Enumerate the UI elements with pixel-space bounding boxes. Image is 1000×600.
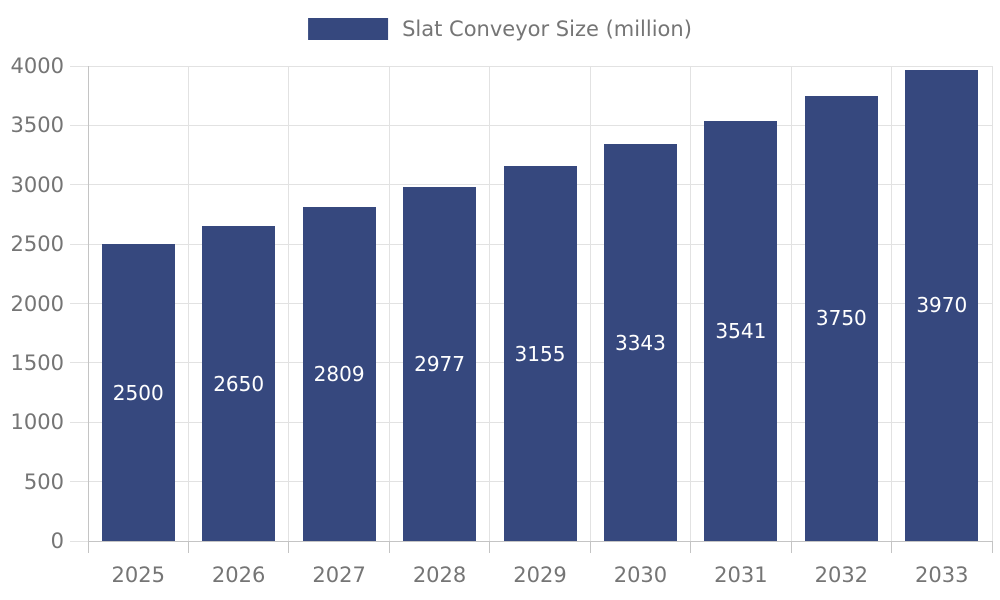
bar-value-label: 3541 xyxy=(715,318,767,343)
h-gridline xyxy=(88,540,992,542)
x-tick-label: 2032 xyxy=(814,563,869,587)
bar-2027 xyxy=(302,207,376,541)
x-axis-tick xyxy=(87,541,89,553)
bar-2026 xyxy=(202,226,276,541)
x-axis-tick xyxy=(991,541,993,553)
bar-value-label: 3155 xyxy=(514,341,566,366)
y-axis-tick xyxy=(70,481,88,483)
bar-value-label: 3970 xyxy=(916,293,968,318)
v-gridline xyxy=(891,66,893,541)
v-gridline xyxy=(991,66,993,541)
y-tick-label: 500 xyxy=(23,469,64,494)
bar-2031 xyxy=(704,120,778,541)
bar-2028 xyxy=(403,187,477,541)
x-tick-label: 2026 xyxy=(211,563,266,587)
v-gridline xyxy=(288,66,290,541)
h-gridline xyxy=(88,65,992,67)
bar-2030 xyxy=(603,144,677,541)
x-axis-tick xyxy=(489,541,491,553)
h-gridline xyxy=(88,124,992,126)
y-axis-tick xyxy=(70,184,88,186)
bar-2033 xyxy=(905,69,979,541)
bar-value-label: 2650 xyxy=(213,371,265,396)
v-gridline xyxy=(589,66,591,541)
y-axis-tick xyxy=(70,362,88,364)
bar-value-label: 2500 xyxy=(112,380,164,405)
y-tick-label: 3000 xyxy=(10,172,64,197)
x-axis-tick xyxy=(288,541,290,553)
y-axis-tick xyxy=(70,124,88,126)
v-gridline xyxy=(187,66,189,541)
x-tick-label: 2031 xyxy=(714,563,768,587)
y-tick-label: 0 xyxy=(50,529,64,553)
x-tick-label: 2025 xyxy=(111,563,165,587)
y-tick-label: 4000 xyxy=(10,54,64,78)
y-axis-tick xyxy=(70,303,88,304)
y-axis-tick xyxy=(70,540,88,542)
legend-item[interactable]: Slat Conveyor Size (million) xyxy=(308,17,692,41)
x-axis-tick xyxy=(388,541,390,553)
x-tick-label: 2027 xyxy=(312,563,366,587)
x-axis-tick xyxy=(690,541,692,553)
y-tick-label: 1500 xyxy=(10,350,64,375)
x-axis-tick xyxy=(891,541,893,553)
x-axis-tick xyxy=(187,541,189,553)
bar-2029 xyxy=(503,166,577,541)
bar-value-label: 3750 xyxy=(815,306,867,331)
x-tick-label: 2029 xyxy=(513,563,567,587)
legend-swatch xyxy=(308,18,389,40)
v-gridline xyxy=(690,66,692,541)
y-tick-label: 3500 xyxy=(10,113,64,138)
y-axis-tick xyxy=(70,421,88,423)
v-gridline xyxy=(87,66,89,541)
y-axis-tick xyxy=(70,243,88,245)
bar-value-label: 3343 xyxy=(614,330,666,355)
legend-label: Slat Conveyor Size (million) xyxy=(402,17,692,41)
bar-value-label: 2809 xyxy=(313,362,365,387)
y-tick-label: 2000 xyxy=(10,291,64,316)
x-tick-label: 2033 xyxy=(915,563,969,587)
bar-2032 xyxy=(804,95,878,541)
bar-value-label: 2977 xyxy=(414,352,465,377)
bar-2025 xyxy=(101,244,175,541)
y-tick-label: 1000 xyxy=(10,410,64,435)
y-axis-tick xyxy=(70,65,88,67)
x-tick-label: 2028 xyxy=(412,563,467,587)
v-gridline xyxy=(388,66,390,541)
v-gridline xyxy=(489,66,491,541)
y-tick-label: 2500 xyxy=(10,232,64,257)
x-axis-tick xyxy=(790,541,792,553)
v-gridline xyxy=(790,66,792,541)
x-tick-label: 2030 xyxy=(613,563,668,587)
x-axis-tick xyxy=(589,541,591,553)
